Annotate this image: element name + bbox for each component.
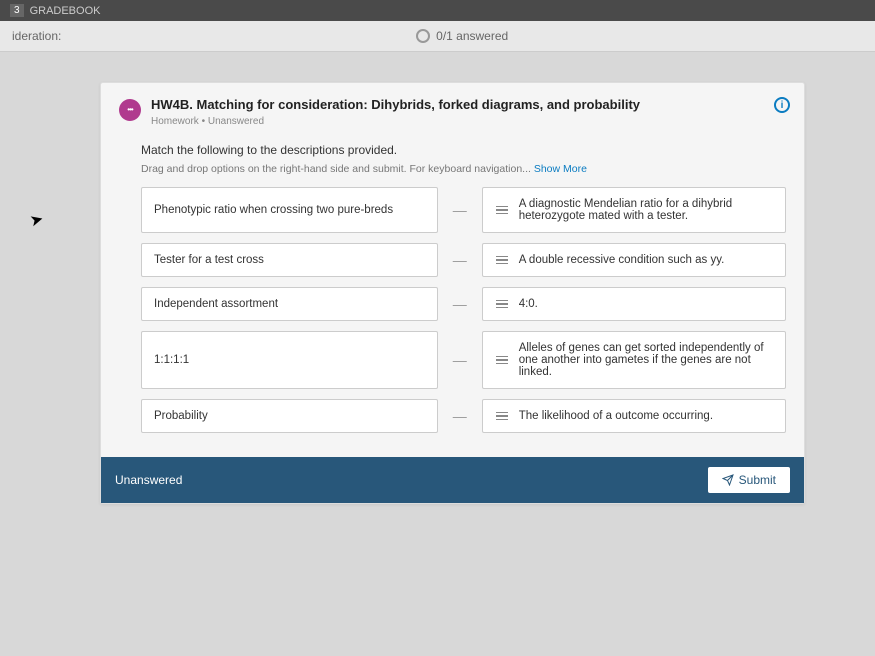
top-bar: 3 GRADEBOOK bbox=[0, 0, 875, 21]
question-card: HW4B. Matching for consideration: Dihybr… bbox=[100, 82, 805, 504]
match-row: Tester for a test cross — A double reces… bbox=[141, 243, 786, 277]
chat-icon[interactable] bbox=[119, 99, 141, 121]
badge: 3 bbox=[10, 4, 24, 17]
connector-icon: — bbox=[448, 243, 472, 277]
sub-bar: ideration: 0/1 answered bbox=[0, 21, 875, 52]
question-meta: Homework • Unanswered bbox=[151, 116, 786, 127]
match-term: 1:1:1:1 bbox=[141, 331, 438, 389]
footer-bar: Unanswered Submit bbox=[101, 457, 804, 503]
match-term: Tester for a test cross bbox=[141, 243, 438, 277]
submit-button[interactable]: Submit bbox=[708, 467, 790, 493]
connector-icon: — bbox=[448, 187, 472, 233]
drag-handle-icon[interactable] bbox=[495, 300, 509, 309]
footer-status: Unanswered bbox=[115, 473, 182, 487]
match-definition[interactable]: A double recessive condition such as yy. bbox=[482, 243, 786, 277]
progress-circle-icon bbox=[416, 29, 430, 43]
match-row: Independent assortment — 4:0. bbox=[141, 287, 786, 321]
matching-area: Phenotypic ratio when crossing two pure-… bbox=[101, 187, 804, 457]
info-icon[interactable]: i bbox=[774, 97, 790, 113]
match-definition[interactable]: 4:0. bbox=[482, 287, 786, 321]
match-definition[interactable]: The likelihood of a outcome occurring. bbox=[482, 399, 786, 433]
match-row: Phenotypic ratio when crossing two pure-… bbox=[141, 187, 786, 233]
show-more-link[interactable]: Show More bbox=[534, 163, 587, 175]
gradebook-label[interactable]: GRADEBOOK bbox=[30, 5, 101, 17]
progress-text: 0/1 answered bbox=[436, 29, 508, 43]
match-row: Probability — The likelihood of a outcom… bbox=[141, 399, 786, 433]
match-row: 1:1:1:1 — Alleles of genes can get sorte… bbox=[141, 331, 786, 389]
connector-icon: — bbox=[448, 331, 472, 389]
connector-icon: — bbox=[448, 399, 472, 433]
match-term: Phenotypic ratio when crossing two pure-… bbox=[141, 187, 438, 233]
card-header: HW4B. Matching for consideration: Dihybr… bbox=[101, 83, 804, 137]
match-term: Probability bbox=[141, 399, 438, 433]
drag-handle-icon[interactable] bbox=[495, 412, 509, 421]
instruction-text: Match the following to the descriptions … bbox=[101, 137, 804, 161]
consideration-label: ideration: bbox=[12, 29, 61, 43]
match-term: Independent assortment bbox=[141, 287, 438, 321]
send-icon bbox=[722, 474, 734, 486]
drag-handle-icon[interactable] bbox=[495, 206, 509, 215]
main-area: HW4B. Matching for consideration: Dihybr… bbox=[0, 52, 875, 504]
match-definition[interactable]: Alleles of genes can get sorted independ… bbox=[482, 331, 786, 389]
drag-handle-icon[interactable] bbox=[495, 256, 509, 265]
match-definition[interactable]: A diagnostic Mendelian ratio for a dihyb… bbox=[482, 187, 786, 233]
connector-icon: — bbox=[448, 287, 472, 321]
question-title: HW4B. Matching for consideration: Dihybr… bbox=[151, 97, 786, 114]
hint-text: Drag and drop options on the right-hand … bbox=[101, 161, 804, 187]
drag-handle-icon[interactable] bbox=[495, 356, 509, 365]
